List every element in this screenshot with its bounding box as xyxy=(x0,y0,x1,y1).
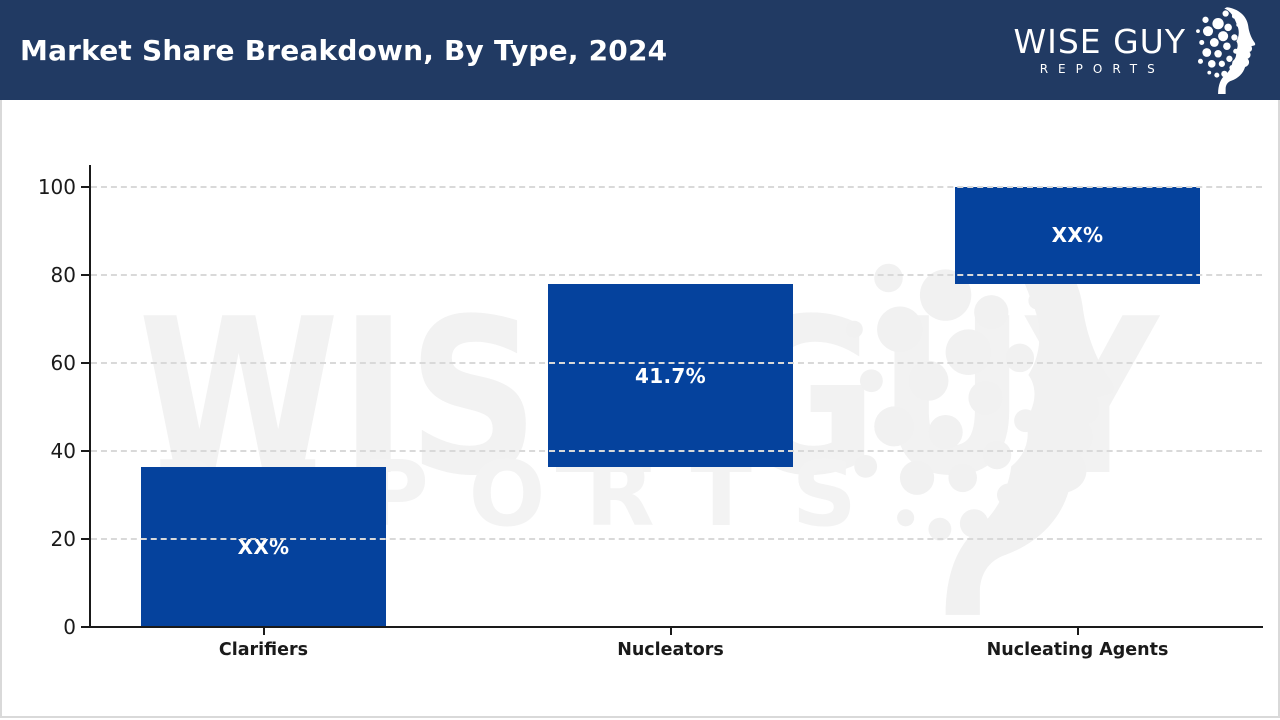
logo: WISE GUY REPORTS xyxy=(1013,6,1262,94)
bar-value-label: 41.7% xyxy=(635,363,706,388)
logo-name: WISE GUY xyxy=(1013,22,1186,61)
header: Market Share Breakdown, By Type, 2024 WI… xyxy=(0,0,1280,100)
x-category-label: Nucleating Agents xyxy=(986,640,1169,660)
logo-subtitle: REPORTS xyxy=(1039,62,1165,76)
bar-nucleating-agents: XX% xyxy=(955,187,1200,284)
x-tick-mark xyxy=(1076,628,1079,635)
gridline xyxy=(91,450,1262,452)
y-axis-spine xyxy=(89,165,91,628)
bar-nucleators: 41.7% xyxy=(548,283,793,468)
gridline xyxy=(91,538,1262,540)
y-tick-label: 100 xyxy=(37,175,76,199)
x-tick-mark xyxy=(262,628,265,635)
bar-clarifiers: XX% xyxy=(141,467,386,627)
gridline xyxy=(91,274,1262,276)
y-tick-label: 0 xyxy=(63,615,76,639)
gridline xyxy=(91,362,1262,364)
gridline xyxy=(91,186,1262,188)
x-category-label: Clarifiers xyxy=(218,640,309,660)
y-tick-label: 80 xyxy=(50,263,76,287)
y-tick-mark xyxy=(81,274,89,276)
y-tick-label: 60 xyxy=(50,351,76,375)
y-tick-label: 40 xyxy=(50,439,76,463)
y-tick-mark xyxy=(81,362,89,364)
x-category-label: Nucleators xyxy=(617,640,724,660)
y-tick-label: 20 xyxy=(50,527,76,551)
watermark-face-icon xyxy=(845,220,1115,615)
page-title: Market Share Breakdown, By Type, 2024 xyxy=(20,33,668,67)
x-axis-spine xyxy=(89,626,1263,628)
logo-wordmark: WISE GUY REPORTS xyxy=(1013,25,1186,75)
y-tick-mark xyxy=(81,626,89,628)
y-tick-mark xyxy=(81,450,89,452)
y-tick-mark xyxy=(81,538,89,540)
y-tick-mark xyxy=(81,186,89,188)
x-tick-mark xyxy=(669,628,672,635)
bar-value-label: XX% xyxy=(1051,223,1104,248)
logo-face-icon xyxy=(1196,7,1256,94)
